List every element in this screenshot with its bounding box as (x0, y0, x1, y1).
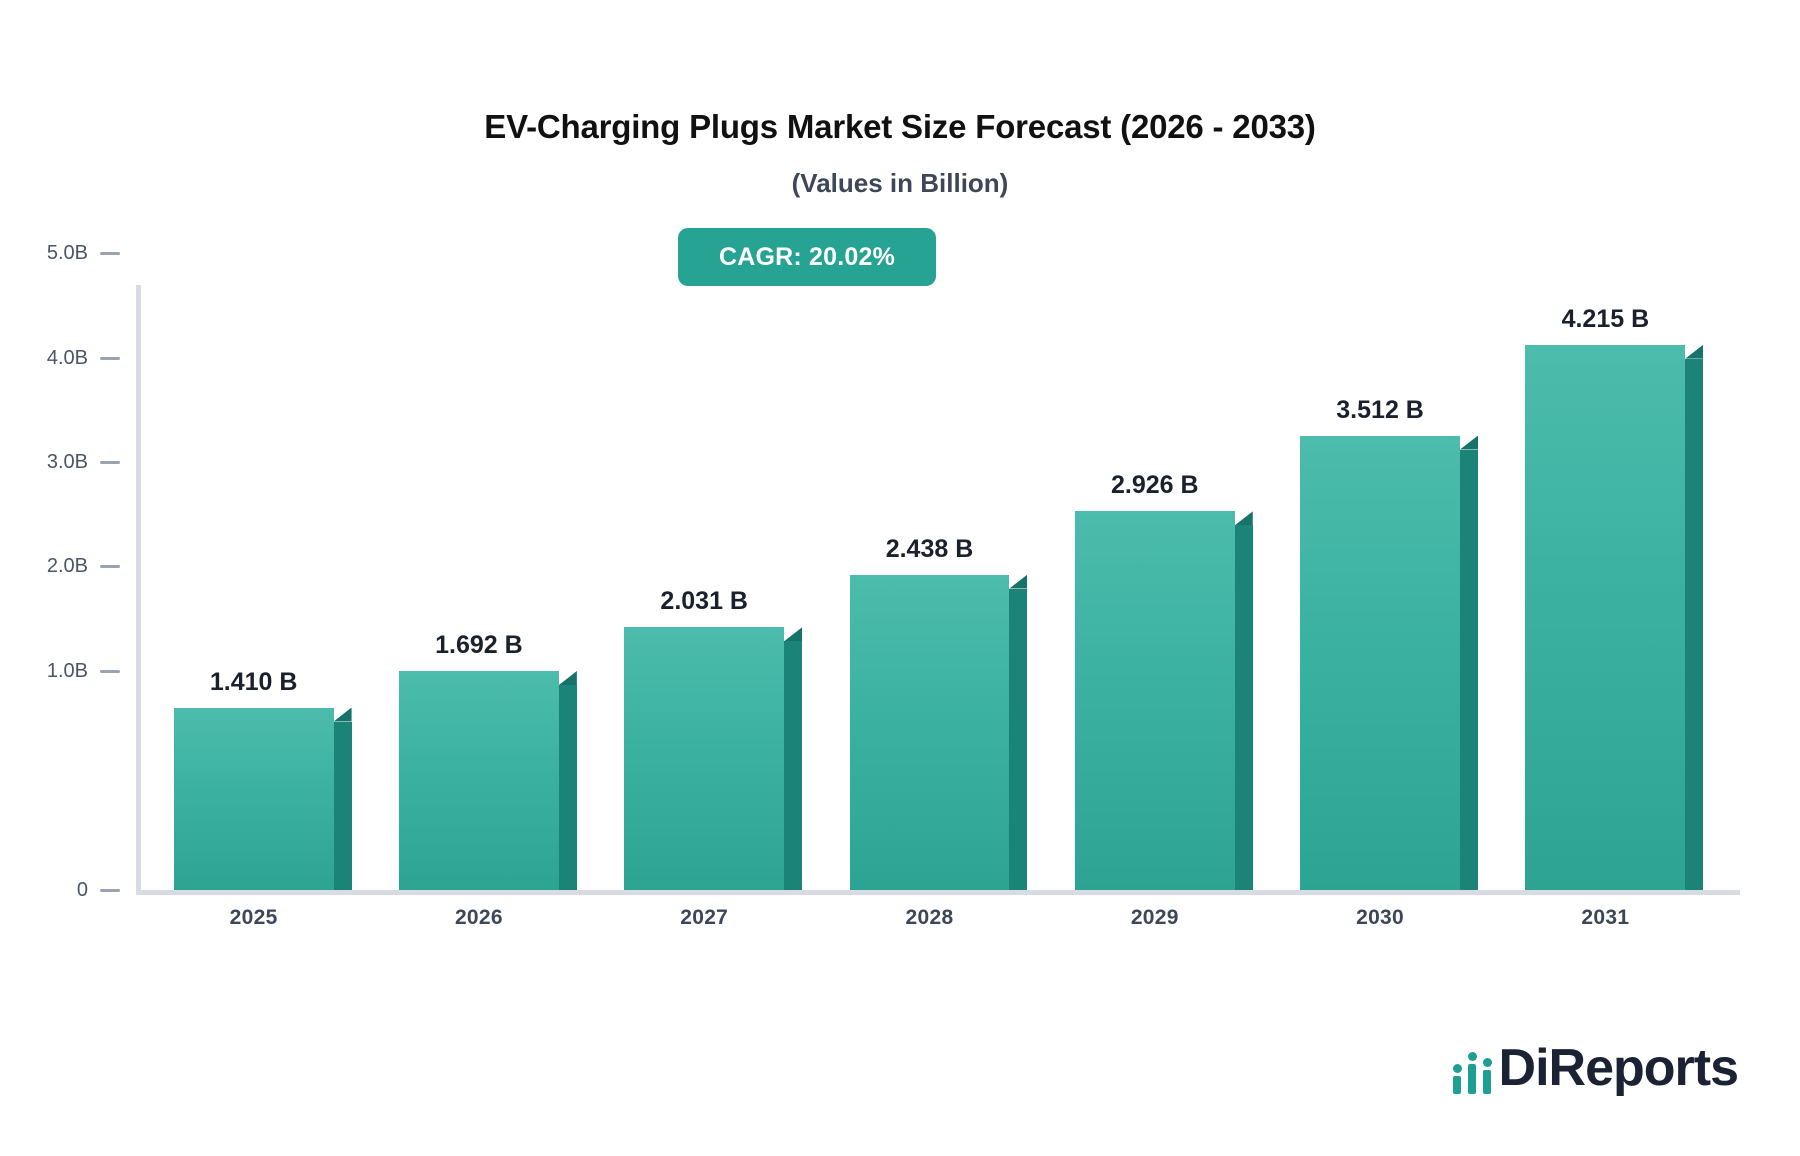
bar-top-face (1460, 435, 1479, 450)
bar-front-face (173, 707, 334, 890)
bar-2026[interactable]: 1.692 B (398, 631, 577, 890)
bar-front-face (398, 671, 559, 890)
bar-2025[interactable]: 1.410 B (173, 668, 352, 890)
bar-side-face (333, 721, 352, 890)
y-tick-label: 4.0B (46, 346, 88, 369)
cagr-badge: CAGR: 20.02% (678, 228, 936, 286)
bar-side-face (1460, 449, 1479, 890)
cagr-badge-label: CAGR: 20.02% (718, 242, 896, 271)
x-tick-label-2025: 2025 (229, 906, 278, 929)
bar-value-label: 4.215 B (1561, 304, 1650, 333)
y-tick-label: 1.0B (46, 659, 88, 682)
x-tick-label-2026: 2026 (454, 906, 503, 929)
bar-top-face (1685, 344, 1704, 359)
bar-top-face (333, 707, 352, 722)
bar-side-face (558, 685, 577, 890)
bar-value-label: 1.692 B (435, 631, 523, 660)
plot-area: 5.0B 4.0B 3.0B 2.0B 1.0B 0 1.410 B 1.692 … (20, 241, 1740, 929)
bar-front-face (1525, 344, 1686, 890)
y-axis-line (136, 285, 141, 893)
y-tick-3: 3.0B (20, 450, 120, 473)
y-tick-label: 2.0B (46, 554, 88, 577)
x-tick-label-2027: 2027 (680, 906, 729, 929)
bar-top-face (558, 671, 577, 686)
x-tick-label-2031: 2031 (1581, 906, 1630, 929)
logo-text: DiReports (1498, 1039, 1739, 1097)
bar-side-face (1685, 358, 1704, 890)
y-tick-5: 5.0B (20, 241, 120, 264)
bar-value-label: 2.926 B (1110, 471, 1199, 500)
bar-top-face (1009, 574, 1028, 589)
x-axis-line (136, 890, 1740, 895)
bar-chart-pins-icon (1452, 1048, 1493, 1094)
bar-side-face (1009, 588, 1028, 890)
bar-value-label: 2.438 B (885, 534, 974, 563)
y-tick-dash-icon (100, 251, 120, 255)
y-tick-label: 0 (76, 878, 88, 901)
y-tick-dash-icon (100, 669, 120, 673)
bar-side-face (784, 641, 803, 890)
bar-value-label: 3.512 B (1336, 395, 1424, 424)
x-tick-label-2030: 2030 (1356, 906, 1405, 929)
bar-front-face (1300, 435, 1461, 890)
page-title: EV-Charging Plugs Market Size Forecast (… (484, 108, 1316, 145)
chart-subtitle: (Values in Billion) (791, 168, 1009, 198)
bar-front-face (849, 574, 1010, 890)
bar-2028[interactable]: 2.438 B (849, 535, 1028, 890)
bar-2027[interactable]: 2.031 B (624, 587, 803, 890)
x-tick-label-2028: 2028 (905, 906, 954, 929)
bar-front-face (624, 627, 785, 890)
y-tick-0: 0 (20, 878, 120, 901)
x-tick-label-2029: 2029 (1130, 906, 1179, 929)
bar-front-face (1074, 511, 1235, 890)
y-tick-dash-icon (100, 356, 120, 360)
y-tick-dash-icon (100, 564, 120, 568)
bar-top-face (1234, 511, 1253, 526)
y-tick-2: 2.0B (20, 554, 120, 577)
y-tick-dash-icon (100, 460, 120, 464)
bar-value-label: 1.410 B (209, 667, 298, 696)
bar-side-face (1234, 525, 1253, 890)
y-tick-dash-icon (100, 888, 120, 892)
y-tick-4: 4.0B (20, 346, 120, 369)
bar-value-label: 2.031 B (660, 587, 748, 616)
bar-top-face (784, 627, 803, 642)
logo: DiReports (1452, 1039, 1739, 1097)
bar-2029[interactable]: 2.926 B (1074, 471, 1253, 890)
y-tick-1: 1.0B (20, 659, 120, 682)
bar-2031[interactable]: 4.215 B (1525, 305, 1704, 890)
y-tick-label: 5.0B (46, 241, 88, 264)
y-tick-label: 3.0B (46, 450, 88, 473)
bar-2030[interactable]: 3.512 B (1300, 396, 1479, 890)
